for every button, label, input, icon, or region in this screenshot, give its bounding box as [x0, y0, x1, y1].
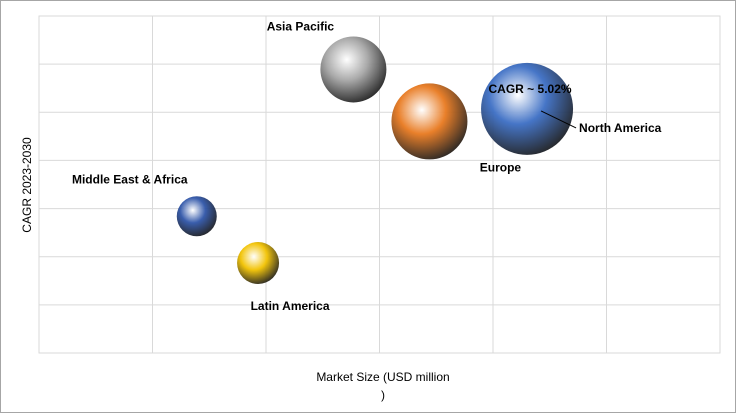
bubble	[481, 62, 574, 155]
y-axis-label: CAGR 2023-2030	[20, 137, 34, 233]
bubble-label: Europe	[480, 161, 522, 175]
bubble	[391, 83, 468, 160]
x-axis-label: )	[381, 388, 385, 402]
x-axis-label: Market Size (USD million	[316, 370, 449, 384]
leader-line	[540, 110, 577, 129]
bubble-label: Asia Pacific	[267, 20, 335, 34]
bubble	[237, 241, 280, 284]
bubble-label: Latin America	[251, 299, 330, 313]
bubble	[176, 196, 217, 237]
bubble-label: Middle East & Africa	[72, 172, 188, 186]
bubble	[320, 36, 387, 103]
bubble-label: North America	[579, 121, 662, 135]
annotation: CAGR ~ 5.02%	[489, 82, 572, 96]
